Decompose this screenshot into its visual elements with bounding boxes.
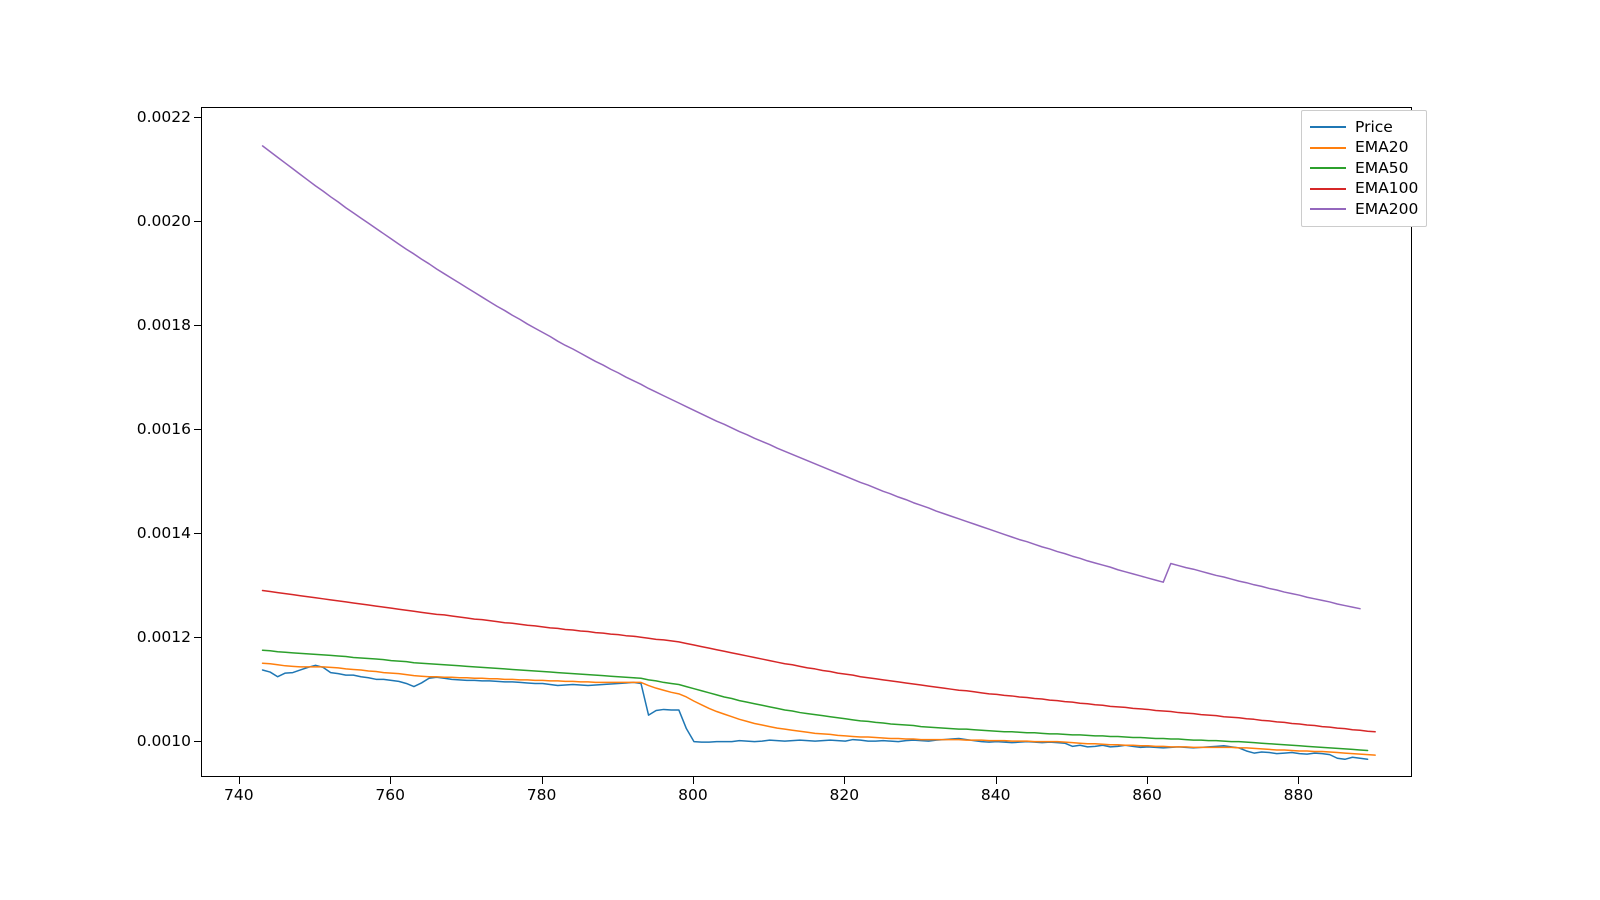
x-axis-tick-mark bbox=[1298, 777, 1300, 784]
x-axis-tick-label: 840 bbox=[980, 786, 1011, 804]
legend-label: EMA50 bbox=[1355, 158, 1409, 177]
y-axis-tick-mark bbox=[194, 429, 201, 430]
x-axis-tick-mark bbox=[390, 777, 392, 784]
line-price bbox=[261, 664, 1369, 761]
legend-color-swatch bbox=[1310, 208, 1346, 211]
legend-color-swatch bbox=[1310, 187, 1346, 190]
legend-color-swatch bbox=[1310, 146, 1346, 149]
x-axis-tick-label: 880 bbox=[1283, 786, 1314, 804]
x-axis-tick-mark bbox=[844, 777, 846, 784]
x-axis-tick-label: 860 bbox=[1132, 786, 1162, 804]
y-axis-tick-mark bbox=[194, 740, 201, 742]
y-axis-tick-mark bbox=[194, 117, 201, 119]
x-axis-tick-mark bbox=[1147, 777, 1149, 784]
x-axis-tick-mark bbox=[692, 777, 694, 784]
y-axis-tick-label: 0.0012 bbox=[136, 627, 191, 646]
x-axis-tick-mark bbox=[995, 777, 997, 784]
legend-label: EMA100 bbox=[1355, 179, 1419, 197]
x-axis-tick-label: 800 bbox=[678, 786, 708, 804]
x-axis-tick-label: 820 bbox=[829, 786, 860, 804]
x-axis-tick-label: 760 bbox=[375, 786, 406, 804]
legend-item-ema20[interactable]: EMA20 bbox=[1310, 138, 1418, 159]
legend-label: EMA200 bbox=[1355, 199, 1419, 218]
y-axis-tick-mark bbox=[194, 221, 201, 223]
line-ema20 bbox=[261, 662, 1376, 756]
y-axis-tick-mark bbox=[194, 532, 201, 534]
legend-color-swatch bbox=[1310, 126, 1346, 129]
legend-item-ema50[interactable]: EMA50 bbox=[1310, 158, 1418, 179]
legend-item-ema200[interactable]: EMA200 bbox=[1310, 199, 1418, 220]
legend-item-ema100[interactable]: EMA100 bbox=[1310, 179, 1418, 200]
chart-legend: Price EMA20 EMA50 EMA100 EMA200 bbox=[1301, 110, 1428, 227]
x-axis-tick-mark bbox=[238, 777, 240, 784]
legend-label: Price bbox=[1355, 117, 1393, 136]
y-axis-tick-label: 0.0022 bbox=[136, 108, 191, 127]
y-axis-tick-label: 0.0010 bbox=[136, 731, 191, 750]
series-lines bbox=[261, 145, 1376, 761]
y-axis-tick-label: 0.0018 bbox=[136, 316, 191, 335]
y-axis-tick-mark bbox=[194, 325, 201, 327]
x-axis-tick-label: 780 bbox=[526, 786, 557, 804]
line-ema200 bbox=[261, 145, 1361, 610]
line-ema50 bbox=[261, 649, 1369, 752]
x-axis-tick-mark bbox=[541, 777, 543, 784]
plot-canvas bbox=[261, 145, 1376, 761]
y-axis-tick-label: 0.0016 bbox=[136, 420, 191, 438]
legend-label: EMA20 bbox=[1355, 138, 1409, 156]
line-ema100 bbox=[261, 589, 1376, 733]
y-axis-tick-label: 0.0014 bbox=[136, 523, 191, 542]
x-axis-tick-label: 740 bbox=[224, 786, 254, 804]
y-axis-tick-mark bbox=[194, 636, 201, 638]
legend-color-swatch bbox=[1310, 167, 1346, 170]
plot-axes bbox=[201, 107, 1412, 777]
legend-item-price[interactable]: Price bbox=[1310, 117, 1418, 138]
y-axis-tick-label: 0.0020 bbox=[136, 212, 191, 231]
